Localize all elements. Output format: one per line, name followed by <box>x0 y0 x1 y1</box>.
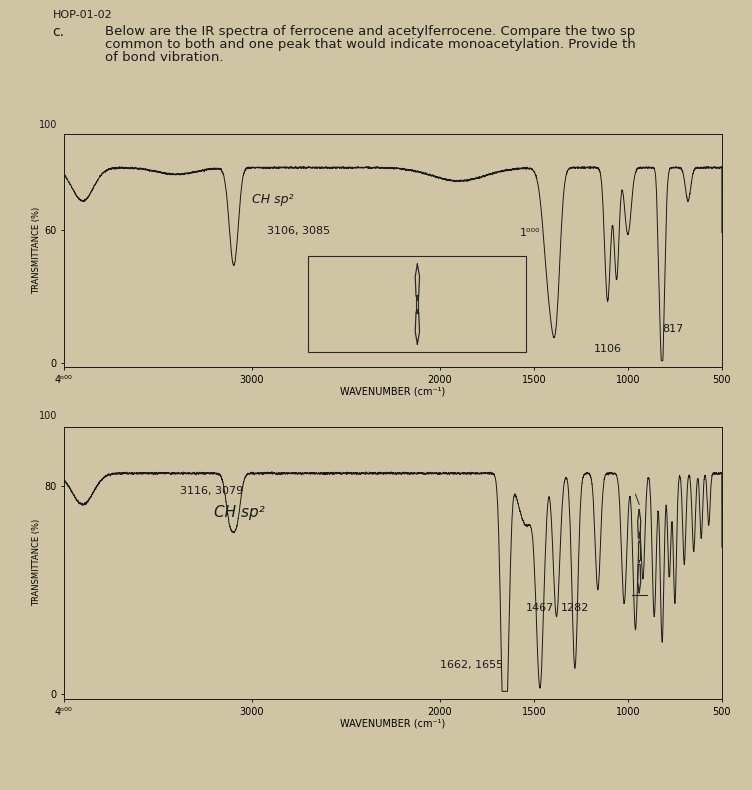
Bar <box>638 542 640 560</box>
Text: 1282: 1282 <box>561 603 589 613</box>
Text: 1467: 1467 <box>526 603 554 613</box>
Text: 100: 100 <box>39 411 57 421</box>
Text: 817: 817 <box>663 324 684 334</box>
X-axis label: WAVENUMBER (cm⁻¹): WAVENUMBER (cm⁻¹) <box>341 386 445 397</box>
Text: 1106: 1106 <box>594 344 622 354</box>
Text: c.: c. <box>53 25 65 40</box>
Text: 3106, 3085: 3106, 3085 <box>267 226 330 236</box>
Text: 100: 100 <box>39 119 57 130</box>
Text: 1662, 1655: 1662, 1655 <box>441 660 504 670</box>
Y-axis label: TRANSMITTANCE (%): TRANSMITTANCE (%) <box>32 519 41 607</box>
Text: CH sp²: CH sp² <box>214 506 265 521</box>
X-axis label: WAVENUMBER (cm⁻¹): WAVENUMBER (cm⁻¹) <box>341 718 445 728</box>
Bar <box>417 295 418 313</box>
Text: 3116, 3079: 3116, 3079 <box>180 486 244 496</box>
Text: Below are the IR spectra of ferrocene and acetylferrocene. Compare the two sp: Below are the IR spectra of ferrocene an… <box>105 25 635 38</box>
Y-axis label: TRANSMITTANCE (%): TRANSMITTANCE (%) <box>32 207 41 295</box>
Bar <box>308 257 526 352</box>
Text: of bond vibration.: of bond vibration. <box>105 51 224 63</box>
Text: common to both and one peak that would indicate monoacetylation. Provide th: common to both and one peak that would i… <box>105 38 636 51</box>
Text: 1⁰⁰⁰: 1⁰⁰⁰ <box>520 228 541 239</box>
Text: HOP-01-02: HOP-01-02 <box>53 10 112 21</box>
Text: CH sp²: CH sp² <box>252 193 293 206</box>
